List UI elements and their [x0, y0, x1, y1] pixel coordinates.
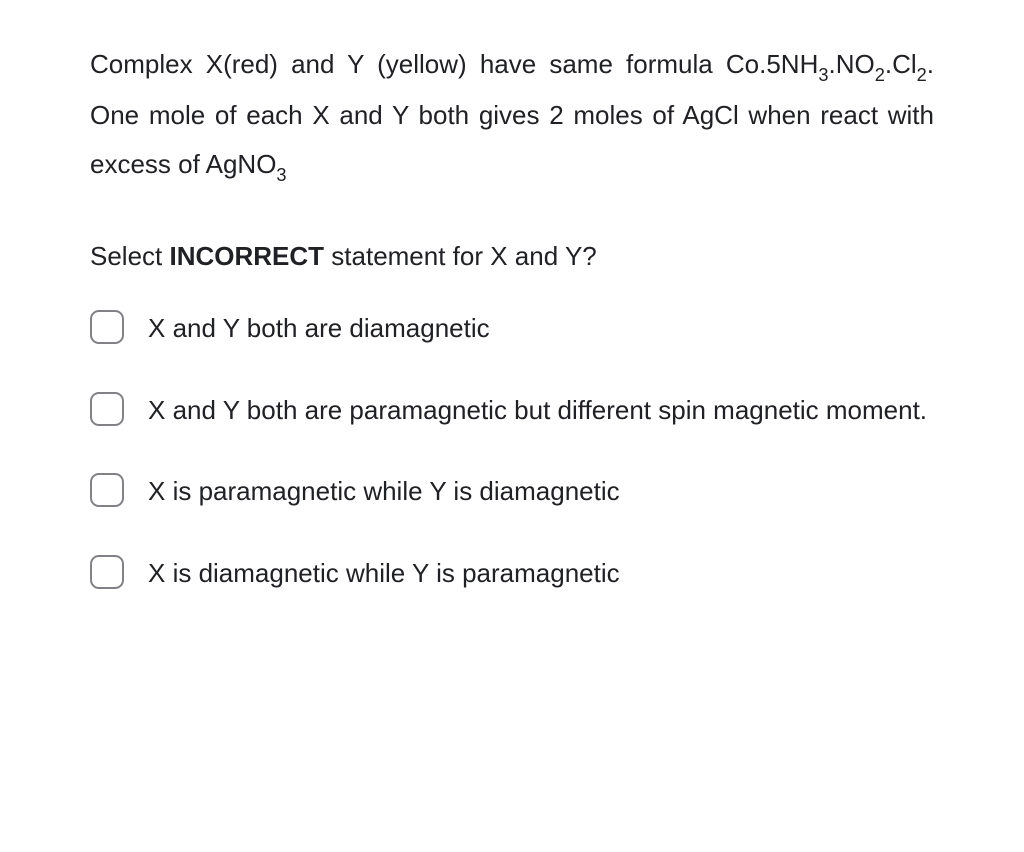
formula-p3: .Cl: [885, 49, 917, 79]
formula-sub3: 2: [917, 65, 927, 85]
checkbox-icon[interactable]: [90, 473, 124, 507]
options-list: X and Y both are diamagnetic X and Y bot…: [90, 308, 934, 594]
option-d-text: X is diamagnetic while Y is paramagnetic: [148, 553, 620, 595]
question-line1: Complex X(red) and Y (yellow) have same …: [90, 49, 713, 79]
instruction-prefix: Select: [90, 241, 170, 271]
question-text: Complex X(red) and Y (yellow) have same …: [90, 40, 934, 191]
question-line3-sub: 3: [276, 165, 286, 185]
option-b-text: X and Y both are paramagnetic but differ…: [148, 390, 927, 432]
checkbox-icon[interactable]: [90, 310, 124, 344]
checkbox-icon[interactable]: [90, 392, 124, 426]
formula-p2: .NO: [829, 49, 875, 79]
option-c-text: X is paramagnetic while Y is diamagnetic: [148, 471, 620, 513]
instruction-bold: INCORRECT: [170, 241, 325, 271]
option-c[interactable]: X is paramagnetic while Y is diamagnetic: [90, 471, 934, 513]
option-a[interactable]: X and Y both are diamagnetic: [90, 308, 934, 350]
option-d[interactable]: X is diamagnetic while Y is paramagnetic: [90, 553, 934, 595]
option-b[interactable]: X and Y both are paramagnetic but differ…: [90, 390, 934, 432]
option-a-text: X and Y both are diamagnetic: [148, 308, 490, 350]
formula-sub2: 2: [875, 65, 885, 85]
formula-p1: Co.5NH: [726, 49, 818, 79]
instruction-suffix: statement for X and Y?: [324, 241, 597, 271]
formula-sub1: 3: [818, 65, 828, 85]
instruction: Select INCORRECT statement for X and Y?: [90, 241, 934, 272]
checkbox-icon[interactable]: [90, 555, 124, 589]
